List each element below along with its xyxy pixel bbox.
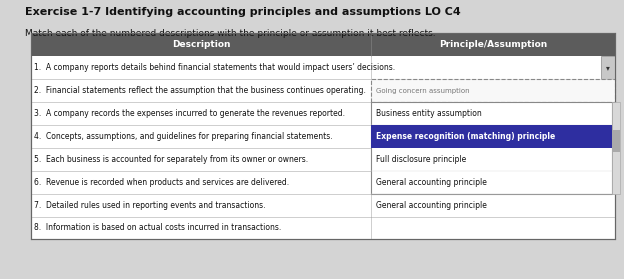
Text: 1.  A company reports details behind financial statements that would impact user: 1. A company reports details behind fina… bbox=[34, 63, 396, 72]
Text: General accounting principle: General accounting principle bbox=[376, 201, 487, 210]
Text: ▾: ▾ bbox=[606, 63, 610, 72]
Text: 7.  Detailed rules used in reporting events and transactions.: 7. Detailed rules used in reporting even… bbox=[34, 201, 266, 210]
Bar bbox=[31, 33, 615, 56]
Text: 6.  Revenue is recorded when products and services are delivered.: 6. Revenue is recorded when products and… bbox=[34, 178, 290, 187]
Text: 8.  Information is based on actual costs incurred in transactions.: 8. Information is based on actual costs … bbox=[34, 223, 281, 232]
Bar bbox=[612, 102, 620, 194]
Text: Principle/Assumption: Principle/Assumption bbox=[439, 40, 547, 49]
Text: Full disclosure principle: Full disclosure principle bbox=[376, 178, 467, 187]
Bar bbox=[371, 102, 612, 194]
Text: Going concern assumption: Going concern assumption bbox=[376, 88, 470, 94]
Text: Description: Description bbox=[172, 40, 230, 49]
Text: Expense recognition (matching) principle: Expense recognition (matching) principle bbox=[376, 132, 555, 141]
Text: 2.  Financial statements reflect the assumption that the business continues oper: 2. Financial statements reflect the assu… bbox=[34, 86, 366, 95]
Text: Business entity assumption: Business entity assumption bbox=[376, 132, 482, 141]
Bar bbox=[31, 33, 615, 239]
Text: 4.  Concepts, assumptions, and guidelines for preparing financial statements.: 4. Concepts, assumptions, and guidelines… bbox=[34, 132, 333, 141]
Bar bbox=[612, 129, 620, 152]
Text: Expense recognition (matching) principle: Expense recognition (matching) principle bbox=[376, 155, 535, 164]
Text: Match each of the numbered descriptions with the principle or assumption it best: Match each of the numbered descriptions … bbox=[25, 29, 436, 38]
Bar bbox=[371, 125, 612, 148]
Bar bbox=[601, 56, 615, 79]
Text: General accounting principle: General accounting principle bbox=[376, 178, 487, 187]
Text: 3.  A company records the expenses incurred to generate the revenues reported.: 3. A company records the expenses incurr… bbox=[34, 109, 345, 118]
Text: Exercise 1-7 Identifying accounting principles and assumptions LO C4: Exercise 1-7 Identifying accounting prin… bbox=[25, 7, 461, 17]
Bar bbox=[371, 79, 615, 102]
Text: 5.  Each business is accounted for separately from its owner or owners.: 5. Each business is accounted for separa… bbox=[34, 155, 308, 164]
Text: Business entity assumption: Business entity assumption bbox=[376, 109, 482, 118]
Text: Full disclosure principle: Full disclosure principle bbox=[376, 155, 467, 164]
